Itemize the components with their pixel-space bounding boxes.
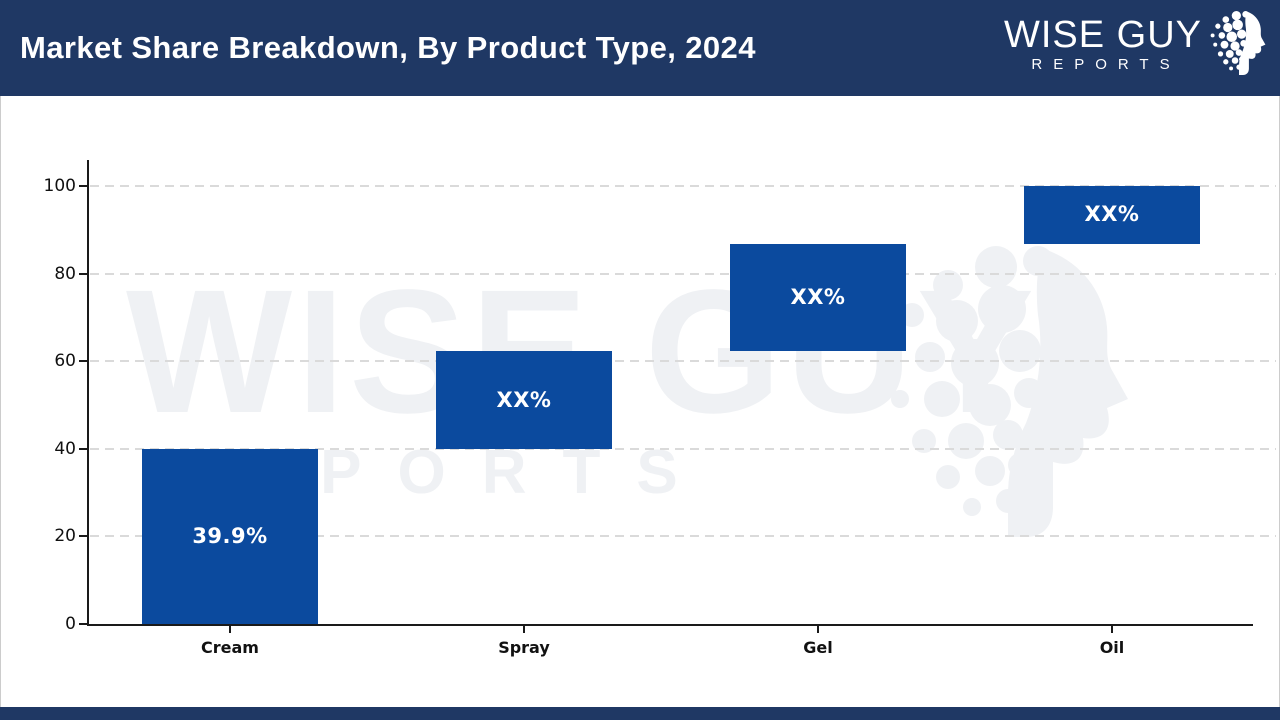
y-tick-label-100: 100 — [43, 176, 76, 196]
y-tick-100 — [79, 185, 87, 187]
y-axis-line — [87, 160, 89, 626]
x-tick-label-spray: Spray — [498, 638, 550, 657]
x-axis-line — [87, 624, 1253, 626]
x-tick-oil — [1111, 626, 1113, 633]
logo-head-icon — [1206, 6, 1272, 82]
footer-bar — [0, 707, 1280, 720]
bar-value-label-oil: XX% — [1084, 202, 1140, 227]
y-tick-40 — [79, 447, 87, 450]
gridline-20 — [90, 535, 1276, 538]
gridline-60 — [90, 360, 1276, 363]
y-tick-label-80: 80 — [54, 263, 76, 284]
gridline-40 — [90, 447, 1276, 450]
x-tick-gel — [817, 626, 819, 633]
gridline-80 — [90, 272, 1276, 275]
x-tick-spray — [523, 626, 525, 633]
x-tick-label-gel: Gel — [803, 638, 833, 657]
x-tick-cream — [229, 626, 231, 633]
y-tick-0 — [79, 623, 87, 625]
y-tick-label-60: 60 — [54, 351, 76, 372]
bar-cream: 39.9% — [142, 449, 318, 624]
bar-spray: XX% — [436, 351, 612, 450]
bar-value-label-gel: XX% — [790, 284, 846, 309]
logo-subtext: REPORTS — [1031, 56, 1181, 73]
bar-value-label-spray: XX% — [496, 387, 552, 412]
logo: WISE GUY REPORTS — [1004, 6, 1272, 82]
x-tick-label-oil: Oil — [1099, 638, 1125, 657]
bar-gel: XX% — [730, 243, 906, 352]
logo-text: WISE GUY REPORTS — [1004, 15, 1202, 73]
y-tick-label-20: 20 — [54, 526, 76, 547]
bar-oil: XX% — [1024, 186, 1200, 244]
y-tick-label-0: 0 — [65, 614, 76, 634]
y-tick-label-40: 40 — [54, 438, 76, 459]
bar-value-label-cream: 39.9% — [192, 524, 268, 549]
y-tick-20 — [79, 535, 87, 538]
page-title: Market Share Breakdown, By Product Type,… — [20, 30, 756, 65]
logo-wordmark: WISE GUY — [1003, 14, 1202, 56]
header-bar: Market Share Breakdown, By Product Type,… — [0, 0, 1280, 96]
gridline-100 — [90, 185, 1276, 187]
y-tick-80 — [79, 272, 87, 275]
y-tick-60 — [79, 360, 87, 363]
x-tick-label-cream: Cream — [201, 638, 259, 657]
